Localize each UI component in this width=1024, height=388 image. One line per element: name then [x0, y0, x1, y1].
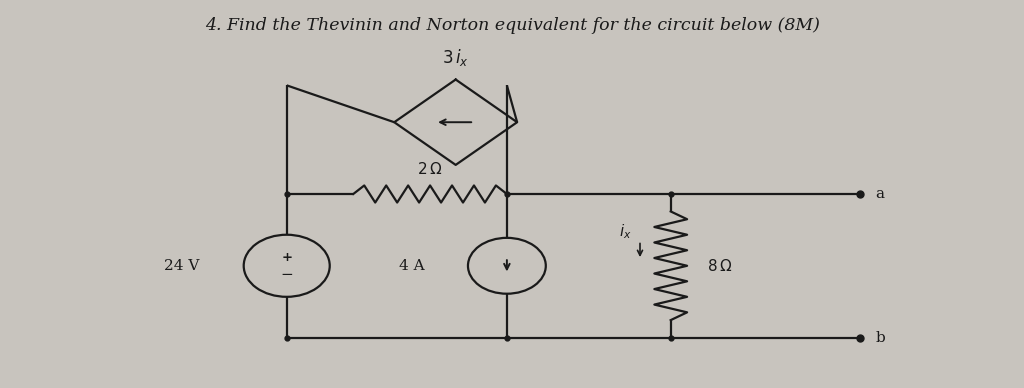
- Text: 24 V: 24 V: [164, 259, 200, 273]
- Text: b: b: [876, 331, 886, 345]
- Text: $2\,\Omega$: $2\,\Omega$: [418, 161, 442, 177]
- Text: 4 A: 4 A: [399, 259, 425, 273]
- Text: $i_x$: $i_x$: [620, 222, 632, 241]
- Text: $8\,\Omega$: $8\,\Omega$: [707, 258, 732, 274]
- Text: −: −: [281, 267, 293, 282]
- Text: $3\,i_x$: $3\,i_x$: [442, 47, 469, 68]
- Text: 4. Find the Thevinin and Norton equivalent for the circuit below (8M): 4. Find the Thevinin and Norton equivale…: [205, 17, 819, 35]
- Text: a: a: [876, 187, 885, 201]
- Text: +: +: [282, 251, 292, 264]
